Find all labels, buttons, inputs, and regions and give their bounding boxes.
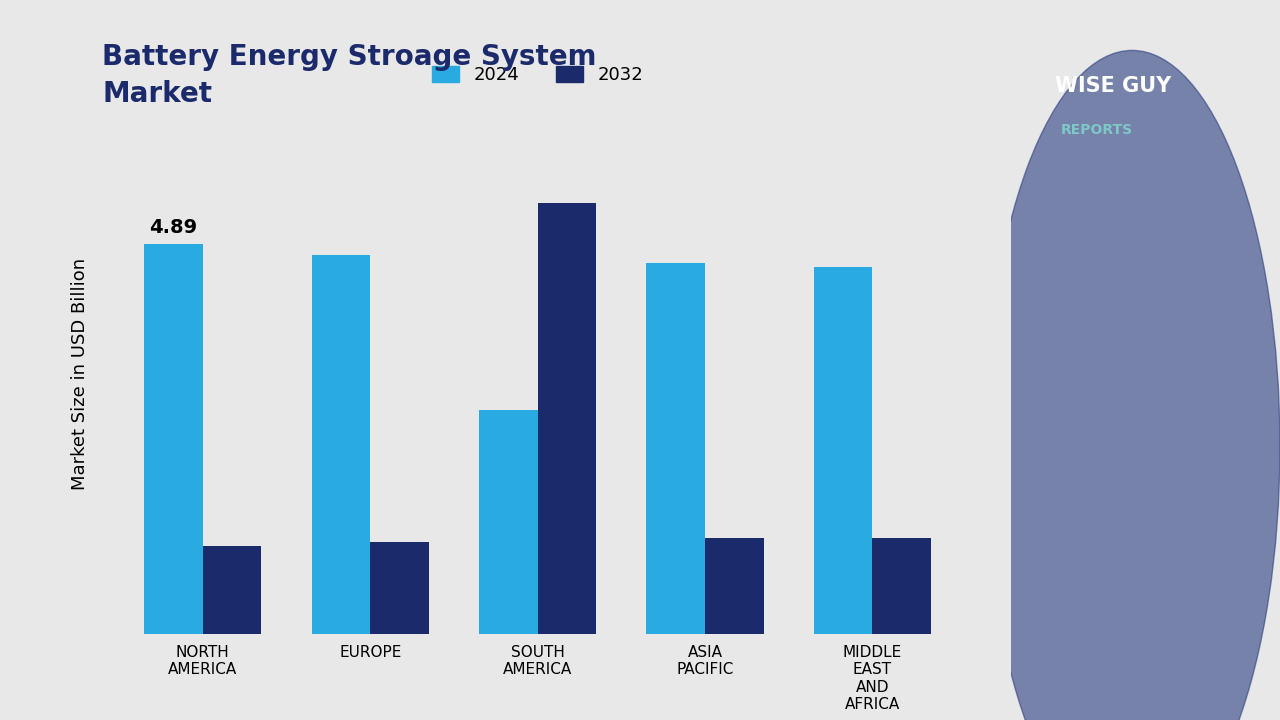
Bar [705,538,764,634]
Bar [479,410,538,634]
Bar [370,542,429,634]
Text: WISE GUY: WISE GUY [1055,76,1171,96]
Bar [202,546,261,634]
Y-axis label: Market Size in USD Billion: Market Size in USD Billion [70,258,88,490]
Text: REPORTS: REPORTS [1061,122,1133,137]
Bar [538,203,596,634]
Bar [646,263,705,634]
Text: 4.89: 4.89 [150,218,197,237]
Legend: 2024, 2032: 2024, 2032 [424,57,652,93]
Bar [145,243,202,634]
Bar [311,255,370,634]
Bar [814,266,873,634]
Text: Battery Energy Stroage System
Market: Battery Energy Stroage System Market [102,43,596,108]
Circle shape [984,50,1280,720]
Bar [873,538,931,634]
